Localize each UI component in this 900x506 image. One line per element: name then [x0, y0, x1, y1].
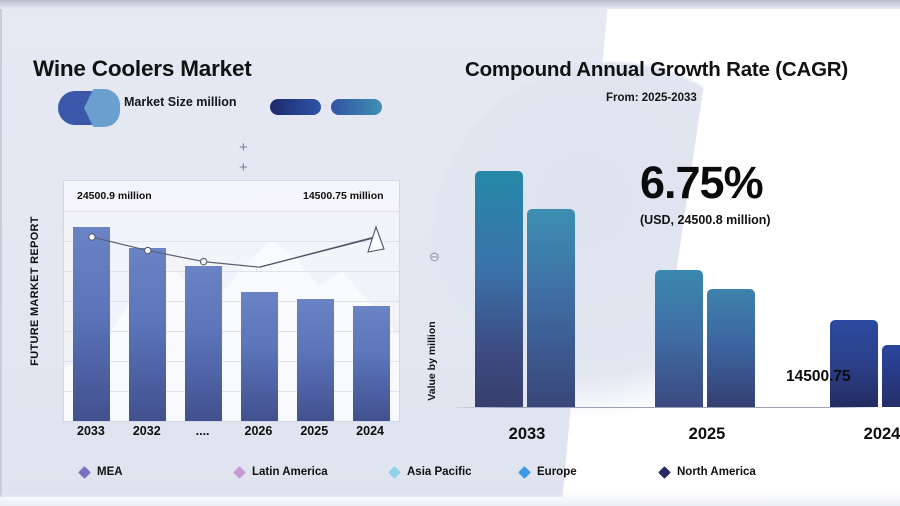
- legend-item[interactable]: Asia Pacific: [388, 465, 472, 479]
- series-legend-label: Market Size million: [124, 95, 237, 109]
- right-chart-bars: 2033 2025 2024: [455, 155, 900, 443]
- x-axis-tick: 2025: [300, 424, 329, 438]
- bar: [129, 248, 167, 421]
- right-chart-value-label: 14500.75: [786, 368, 851, 385]
- gridline: [64, 301, 399, 302]
- legend-item[interactable]: North America: [658, 465, 756, 479]
- legend-marker-icon: [233, 465, 246, 479]
- bottom-fade: [0, 492, 900, 506]
- bar: [73, 226, 111, 421]
- trend-line: [91, 236, 260, 268]
- hexagon-logo-icon: [58, 89, 126, 127]
- legend-label: Europe: [537, 466, 577, 478]
- bar-lower: [527, 208, 575, 407]
- legend-item[interactable]: Europe: [518, 465, 577, 479]
- gridline: [64, 331, 399, 332]
- gridline: [64, 211, 399, 212]
- value-label-end: 14500.75 million: [303, 190, 384, 202]
- data-point-marker: [144, 246, 152, 255]
- top-strip: [0, 0, 900, 9]
- left-chart-plot-area: ▤ ▦: [63, 180, 400, 422]
- legend-marker-icon: [388, 465, 401, 479]
- cagr-title: Compound Annual Growth Rate (CAGR): [465, 58, 849, 81]
- x-axis-tick: ....: [195, 424, 210, 438]
- legend-label: MEA: [97, 466, 123, 478]
- trend-line-overlay: [88, 225, 385, 268]
- y-axis-label-right: Value by million: [426, 321, 438, 401]
- legend-label: North America: [677, 466, 756, 478]
- left-chart-x-axis: 2033 2032.... 2026 2025 2024: [63, 424, 398, 444]
- cagr-subtitle: From: 2025-2033: [606, 92, 697, 104]
- legend-marker-icon: [518, 465, 531, 479]
- legend: MEA Latin America Asia Pacific Europe North …: [78, 465, 820, 486]
- legend-label: Latin America: [252, 466, 328, 478]
- bar-upper: [475, 171, 523, 407]
- plus-icon-1: +: [239, 139, 248, 156]
- bar-lower: [882, 345, 900, 407]
- data-point-marker: [199, 257, 208, 266]
- legend-marker-icon: [658, 465, 671, 479]
- left-chart-bars: [64, 181, 399, 421]
- plus-icon-2: +: [239, 159, 248, 176]
- x-axis-tick: 2026: [244, 424, 273, 438]
- right-chart-baseline: [455, 406, 875, 408]
- data-point-marker: [88, 233, 96, 241]
- bar-upper: [830, 319, 878, 407]
- gradient-pill-navy: [270, 99, 321, 115]
- cagr-value: 6.75%: [640, 157, 764, 208]
- x-axis-tick: 2033: [508, 425, 546, 443]
- bar: [240, 291, 278, 421]
- x-axis-tick: 2025: [688, 425, 726, 443]
- x-axis-tick: 2024: [356, 424, 384, 438]
- left-edge-line: [0, 9, 2, 497]
- y-axis-label-left: FUTURE MARKET REPORT: [29, 216, 41, 366]
- bar-lower: [707, 288, 755, 407]
- minus-circle-icon: ⊖: [429, 249, 440, 264]
- gridline: [64, 241, 399, 242]
- legend-item[interactable]: MEA: [78, 465, 123, 479]
- cagr-note: (USD, 24500.8 million): [640, 213, 771, 227]
- x-axis-tick: 2024: [863, 425, 900, 443]
- bar: [352, 306, 390, 421]
- value-label-start: 24500.9 million: [77, 190, 152, 202]
- page-title: Wine Coolers Market: [33, 56, 252, 81]
- legend-marker-icon: [78, 465, 91, 479]
- gridline: [64, 361, 399, 362]
- arrow-shaft: [259, 236, 378, 268]
- gradient-pill-group: :: [270, 99, 382, 115]
- gridline: [64, 271, 399, 272]
- arrow-head-icon: [367, 225, 385, 253]
- bar: [296, 298, 334, 421]
- x-axis-tick: 2033: [77, 424, 105, 438]
- legend-item[interactable]: Latin America: [233, 465, 328, 479]
- bar: [185, 265, 223, 421]
- legend-label: Asia Pacific: [407, 466, 472, 478]
- gradient-pill-teal: [330, 99, 382, 115]
- bar-upper: [655, 270, 703, 407]
- gridline: [64, 391, 399, 392]
- x-axis-tick: 2032: [132, 424, 161, 438]
- pill-separator: :: [325, 103, 327, 111]
